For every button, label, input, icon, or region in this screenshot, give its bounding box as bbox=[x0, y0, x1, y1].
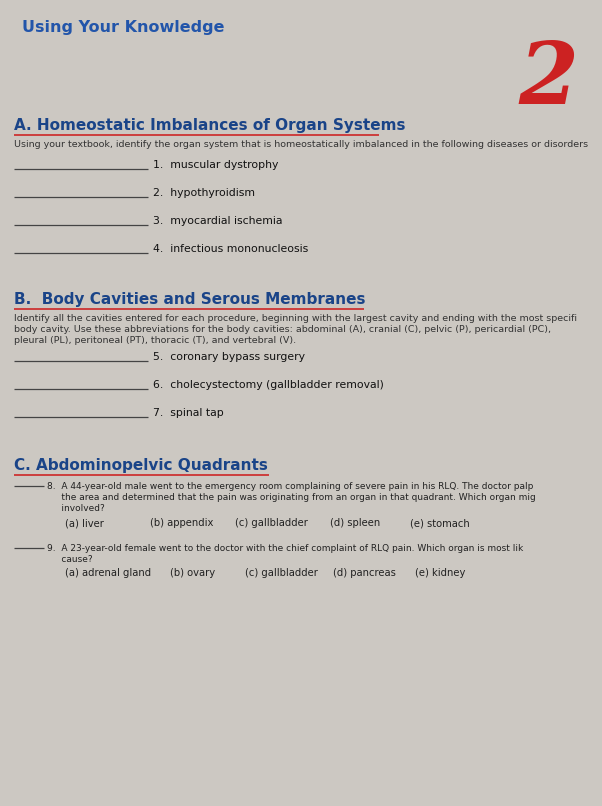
Text: cause?: cause? bbox=[47, 555, 93, 564]
Text: Using Your Knowledge: Using Your Knowledge bbox=[22, 20, 225, 35]
Text: (c) gallbladder: (c) gallbladder bbox=[245, 568, 318, 578]
Text: B.  Body Cavities and Serous Membranes: B. Body Cavities and Serous Membranes bbox=[14, 292, 365, 307]
Text: 4.  infectious mononucleosis: 4. infectious mononucleosis bbox=[153, 244, 308, 254]
Text: involved?: involved? bbox=[47, 504, 105, 513]
Text: 7.  spinal tap: 7. spinal tap bbox=[153, 408, 224, 418]
Text: (b) appendix: (b) appendix bbox=[150, 518, 213, 528]
Text: 2: 2 bbox=[518, 38, 578, 122]
Text: (e) kidney: (e) kidney bbox=[415, 568, 465, 578]
Text: (a) liver: (a) liver bbox=[65, 518, 104, 528]
Text: the area and determined that the pain was originating from an organ in that quad: the area and determined that the pain wa… bbox=[47, 493, 536, 502]
Text: Using your textbook, identify the organ system that is homeostatically imbalance: Using your textbook, identify the organ … bbox=[14, 140, 588, 149]
Text: 8.  A 44-year-old male went to the emergency room complaining of severe pain in : 8. A 44-year-old male went to the emerge… bbox=[47, 482, 533, 491]
Text: 3.  myocardial ischemia: 3. myocardial ischemia bbox=[153, 216, 282, 226]
Text: (e) stomach: (e) stomach bbox=[410, 518, 470, 528]
Text: 6.  cholecystectomy (gallbladder removal): 6. cholecystectomy (gallbladder removal) bbox=[153, 380, 384, 390]
Text: (c) gallbladder: (c) gallbladder bbox=[235, 518, 308, 528]
Text: 5.  coronary bypass surgery: 5. coronary bypass surgery bbox=[153, 352, 305, 362]
Text: (a) adrenal gland: (a) adrenal gland bbox=[65, 568, 151, 578]
Text: A. Homeostatic Imbalances of Organ Systems: A. Homeostatic Imbalances of Organ Syste… bbox=[14, 118, 406, 133]
Text: (b) ovary: (b) ovary bbox=[170, 568, 215, 578]
Text: Identify all the cavities entered for each procedure, beginning with the largest: Identify all the cavities entered for ea… bbox=[14, 314, 577, 323]
Text: 1.  muscular dystrophy: 1. muscular dystrophy bbox=[153, 160, 278, 170]
Text: C. Abdominopelvic Quadrants: C. Abdominopelvic Quadrants bbox=[14, 458, 268, 473]
Text: body cavity. Use these abbreviations for the body cavities: abdominal (A), crani: body cavity. Use these abbreviations for… bbox=[14, 325, 551, 334]
Text: (d) spleen: (d) spleen bbox=[330, 518, 380, 528]
Text: pleural (PL), peritoneal (PT), thoracic (T), and vertebral (V).: pleural (PL), peritoneal (PT), thoracic … bbox=[14, 336, 296, 345]
Text: (d) pancreas: (d) pancreas bbox=[333, 568, 396, 578]
Text: 2.  hypothyroidism: 2. hypothyroidism bbox=[153, 188, 255, 198]
Text: 9.  A 23-year-old female went to the doctor with the chief complaint of RLQ pain: 9. A 23-year-old female went to the doct… bbox=[47, 544, 523, 553]
